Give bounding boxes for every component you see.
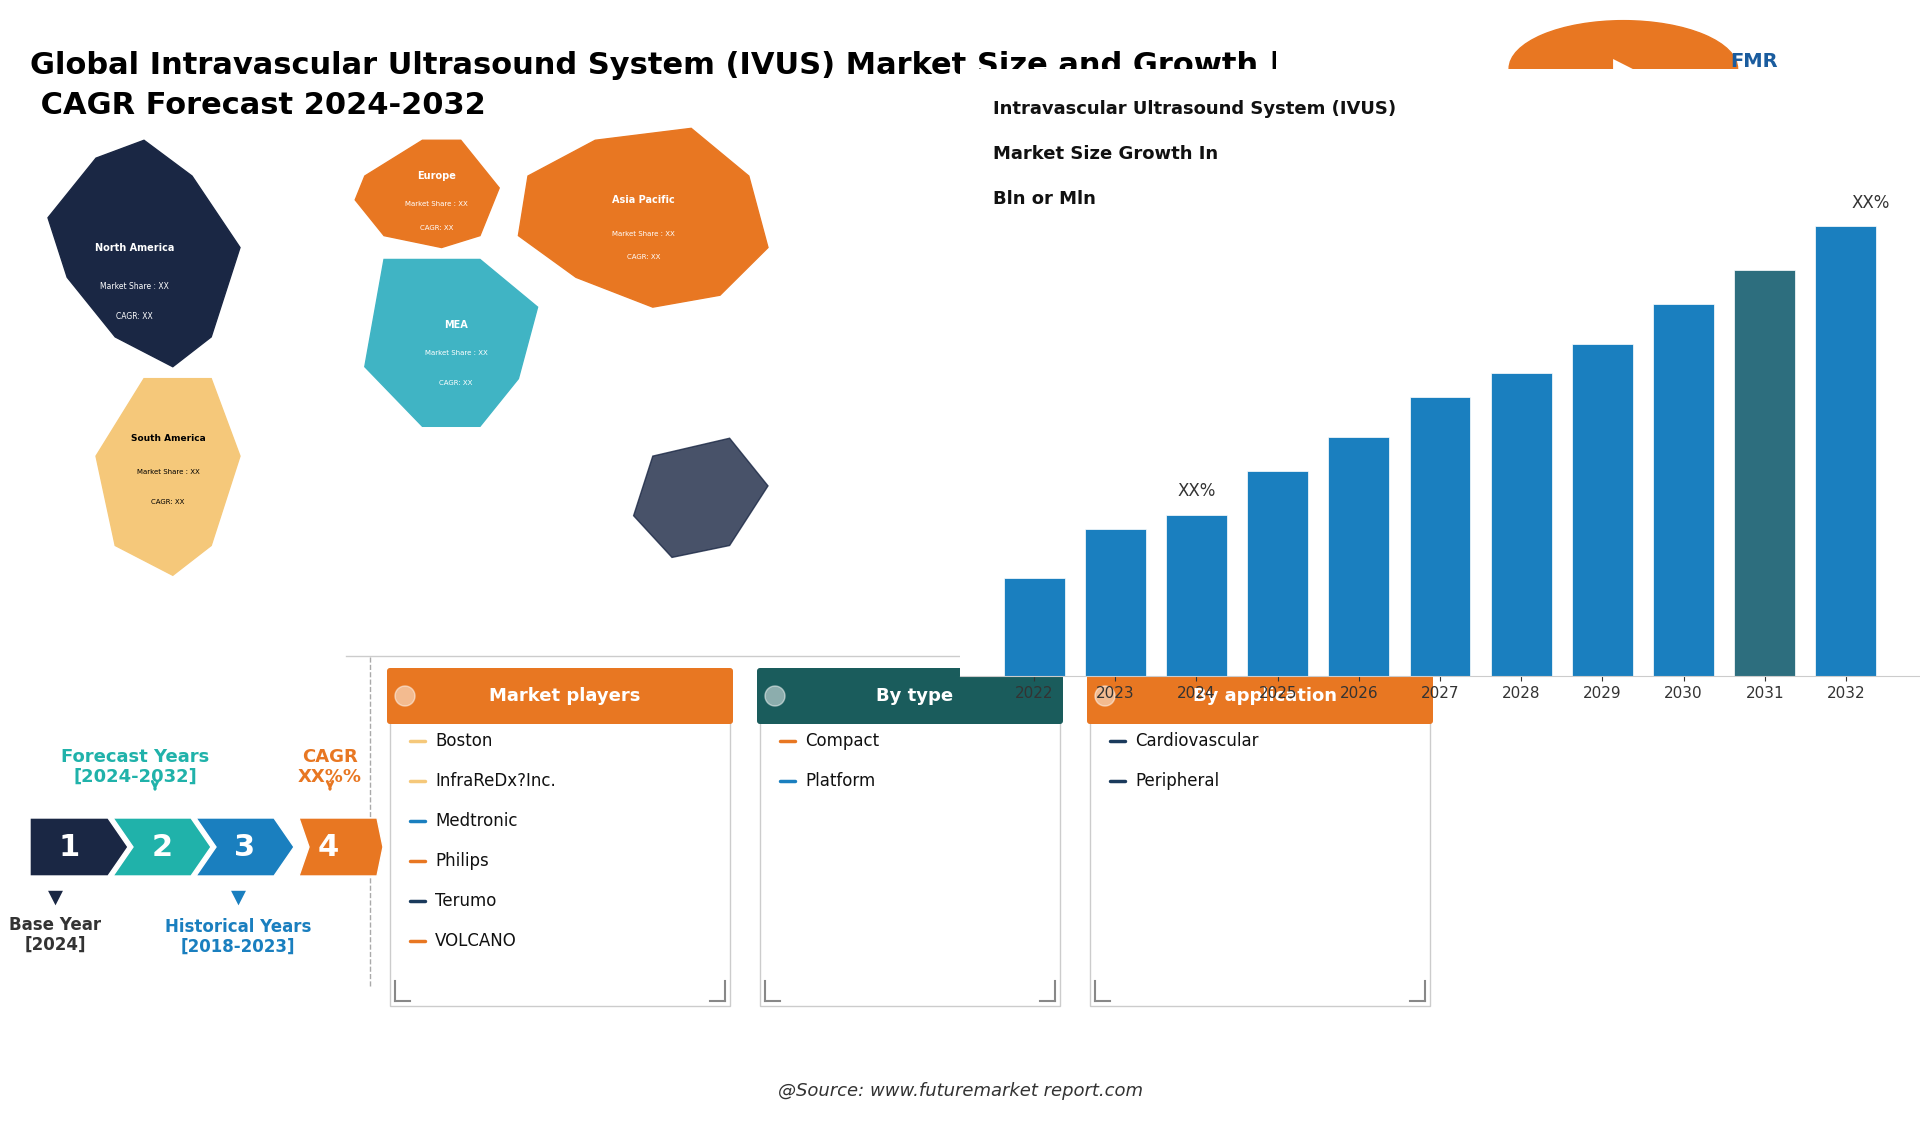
Text: Market Share : XX: Market Share : XX	[612, 230, 674, 236]
Text: ▶: ▶	[1613, 55, 1634, 83]
Bar	[1085, 529, 1146, 676]
Text: @Source: www.futuremarket report.com: @Source: www.futuremarket report.com	[778, 1082, 1142, 1100]
Text: Historical Years: Historical Years	[165, 918, 311, 936]
Text: 1: 1	[58, 832, 79, 862]
Text: Market Share : XX: Market Share : XX	[405, 201, 468, 206]
Text: Boston: Boston	[436, 732, 492, 749]
Text: Bln or Mln: Bln or Mln	[993, 190, 1096, 209]
Text: [2024-2032]: [2024-2032]	[73, 768, 198, 786]
Text: South America: South America	[131, 433, 205, 442]
Text: Market Share : XX: Market Share : XX	[424, 350, 488, 355]
Text: XX%%: XX%%	[298, 768, 363, 786]
Text: CAGR: XX: CAGR: XX	[152, 499, 184, 504]
Text: 4: 4	[317, 832, 338, 862]
Circle shape	[396, 686, 415, 706]
Bar	[1409, 398, 1471, 676]
Polygon shape	[518, 128, 768, 307]
Text: Asia Pacific: Asia Pacific	[612, 195, 674, 205]
Text: 2: 2	[152, 832, 173, 862]
Polygon shape	[196, 818, 294, 876]
Text: CAGR: XX: CAGR: XX	[420, 225, 453, 230]
Bar	[1572, 344, 1632, 676]
Text: Market Share : XX: Market Share : XX	[136, 469, 200, 474]
Text: InfraReDx?Inc.: InfraReDx?Inc.	[436, 772, 555, 790]
Polygon shape	[1041, 672, 1060, 721]
Polygon shape	[300, 818, 382, 876]
Text: Terumo: Terumo	[436, 892, 497, 910]
Text: CAGR: XX: CAGR: XX	[440, 379, 472, 385]
Circle shape	[764, 686, 785, 706]
Text: CAGR: XX: CAGR: XX	[626, 254, 660, 260]
Text: By type: By type	[876, 686, 954, 705]
Polygon shape	[634, 438, 768, 557]
Circle shape	[1509, 21, 1738, 117]
Text: Base Year: Base Year	[10, 916, 102, 934]
Text: CAGR: CAGR	[301, 748, 357, 766]
Bar	[1248, 471, 1308, 676]
Text: XX%: XX%	[1177, 482, 1215, 500]
Bar	[1329, 437, 1390, 676]
Polygon shape	[31, 818, 129, 876]
Text: FMR: FMR	[1730, 53, 1778, 71]
Text: Market Share : XX: Market Share : XX	[100, 282, 169, 291]
Text: Market players: Market players	[490, 686, 641, 705]
Text: VOLCANO: VOLCANO	[436, 932, 516, 950]
Text: Global Intravascular Ultrasound System (IVUS) Market Size and Growth |: Global Intravascular Ultrasound System (…	[31, 52, 1281, 81]
Text: Platform: Platform	[804, 772, 876, 790]
Text: [2018-2023]: [2018-2023]	[180, 937, 296, 956]
Bar	[1004, 579, 1064, 676]
FancyBboxPatch shape	[388, 668, 733, 724]
FancyBboxPatch shape	[1091, 721, 1430, 1006]
Text: CAGR: XX: CAGR: XX	[115, 312, 154, 321]
FancyBboxPatch shape	[1087, 668, 1432, 724]
Bar	[1734, 270, 1795, 676]
Bar	[1653, 305, 1715, 676]
Text: Peripheral: Peripheral	[1135, 772, 1219, 790]
Text: 3: 3	[234, 832, 255, 862]
Bar	[1490, 372, 1551, 676]
Text: By application: By application	[1192, 686, 1336, 705]
Text: Compact: Compact	[804, 732, 879, 749]
Polygon shape	[48, 140, 240, 367]
Text: [2024]: [2024]	[25, 936, 86, 953]
Bar	[1165, 515, 1227, 676]
Polygon shape	[1409, 672, 1430, 721]
Text: ▼: ▼	[48, 888, 63, 906]
Text: Medtronic: Medtronic	[436, 813, 518, 830]
Bar	[1816, 226, 1876, 676]
Circle shape	[1094, 686, 1116, 706]
Text: Europe: Europe	[417, 171, 457, 181]
Text: Market Size Growth In: Market Size Growth In	[993, 146, 1219, 163]
Polygon shape	[365, 259, 538, 426]
Text: ▼: ▼	[230, 888, 246, 906]
FancyBboxPatch shape	[760, 721, 1060, 1006]
FancyBboxPatch shape	[756, 668, 1064, 724]
Text: CAGR Forecast 2024-2032: CAGR Forecast 2024-2032	[31, 91, 486, 120]
Text: XX%: XX%	[1851, 194, 1889, 212]
Text: Cardiovascular: Cardiovascular	[1135, 732, 1258, 749]
Polygon shape	[355, 140, 499, 248]
Text: MEA: MEA	[444, 320, 468, 330]
Text: Philips: Philips	[436, 851, 490, 870]
FancyBboxPatch shape	[390, 721, 730, 1006]
Polygon shape	[113, 818, 211, 876]
Text: Forecast Years: Forecast Years	[61, 748, 209, 766]
Text: North America: North America	[94, 243, 175, 252]
Text: Intravascular Ultrasound System (IVUS): Intravascular Ultrasound System (IVUS)	[993, 100, 1396, 118]
Polygon shape	[710, 672, 730, 721]
Polygon shape	[96, 378, 240, 575]
Text: FUTURE MARKET REPORT: FUTURE MARKET REPORT	[1701, 99, 1807, 108]
